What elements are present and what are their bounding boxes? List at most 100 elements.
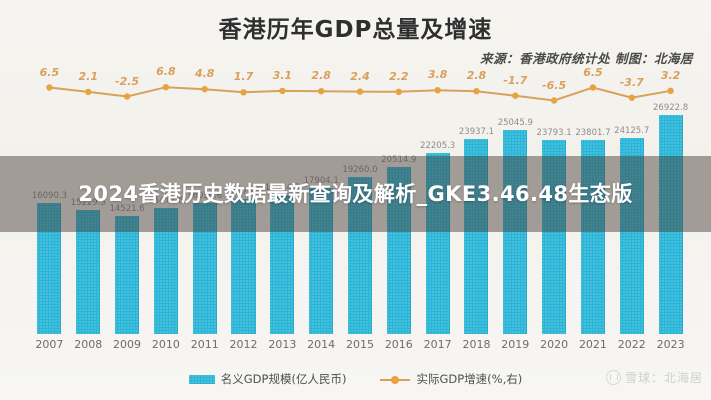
bar-value-label-2023: 26922.8 — [653, 102, 689, 113]
bar-value-label-2010: 15477.6 — [148, 195, 184, 206]
line-swatch-icon — [380, 375, 411, 384]
growth-marker-2007 — [46, 84, 53, 91]
bar-2020 — [542, 140, 567, 334]
bar-2021 — [580, 140, 605, 334]
bar-2018 — [464, 139, 489, 334]
growth-marker-2014 — [318, 88, 325, 95]
year-label-2021: 2021 — [578, 338, 607, 351]
bar-value-label-2016: 20514.9 — [381, 154, 417, 165]
year-label-2013: 2013 — [268, 338, 297, 351]
growth-value-label-2019: -1.7 — [503, 73, 528, 87]
bar-value-label-2014: 17904.1 — [303, 176, 339, 187]
legend-item-nominal-gdp: 名义GDP规模(亿人民币) — [188, 371, 347, 387]
bar-value-label-2013: 17074.5 — [264, 182, 300, 193]
snowball-icon — [605, 370, 621, 385]
bar-value-label-2021: 23801.7 — [575, 128, 611, 139]
growth-value-label-2012: 1.7 — [233, 70, 254, 84]
x-axis-year-labels: 2007 2008 2009 2010 2011 2012 2013 2014 2015 2016… — [0, 334, 711, 360]
growth-marker-2010 — [162, 84, 170, 91]
bar-2013 — [270, 194, 295, 334]
growth-marker-2021 — [589, 84, 597, 91]
year-label-2015: 2015 — [346, 338, 374, 351]
bar-value-label-2012: 16578.5 — [225, 187, 262, 197]
growth-value-label-2015: 2.4 — [350, 69, 370, 83]
growth-value-label-2016: 2.2 — [389, 69, 409, 83]
growth-marker-2017 — [434, 87, 441, 94]
bar-value-label-2007: 16090.3 — [31, 190, 67, 201]
overlay-title-text: 2024香港历史数据最新查询及解析_GKE3.46.48生态版 — [78, 181, 633, 206]
growth-marker-2008 — [85, 88, 92, 96]
growth-marker-2011 — [201, 86, 208, 93]
watermark: 雪球：北海居 — [605, 369, 703, 386]
growth-value-label-2011: 4.8 — [194, 67, 215, 81]
growth-value-label-2013: 3.1 — [272, 68, 293, 82]
chart-source-credit: 来源：香港政府统计处 制图：北海居 — [480, 51, 693, 66]
year-label-2023: 2023 — [656, 338, 685, 351]
growth-marker-2012 — [240, 89, 247, 96]
year-label-2020: 2020 — [540, 338, 569, 351]
growth-marker-2015 — [356, 88, 364, 95]
bar-2011 — [192, 203, 217, 334]
year-label-2011: 2011 — [190, 338, 219, 351]
year-label-2019: 2019 — [501, 338, 530, 351]
growth-value-label-2017: 3.8 — [427, 68, 448, 82]
bar-value-label-2009: 14521.6 — [109, 203, 145, 214]
watermark-text: 雪球：北海居 — [624, 371, 703, 385]
bar-2009 — [115, 215, 140, 334]
bar-value-label-2019: 25045.9 — [497, 118, 533, 129]
bar-value-label-2020: 23793.1 — [536, 128, 572, 139]
bar-value-label-2022: 24125.7 — [614, 125, 650, 136]
year-label-2014: 2014 — [307, 338, 336, 351]
growth-marker-2023 — [667, 87, 674, 94]
bar-value-label-2015: 19260.0 — [342, 165, 378, 176]
bar-2007 — [37, 202, 62, 334]
bar-2010 — [153, 207, 178, 334]
growth-marker-2019 — [512, 92, 519, 99]
bar-value-label-2008: 15229.5 — [70, 197, 106, 208]
growth-value-label-2008: 2.1 — [78, 69, 98, 83]
bar-2015 — [347, 177, 373, 334]
overlay-banner: 2024香港历史数据最新查询及解析_GKE3.46.48生态版 — [0, 156, 711, 232]
growth-marker-2020 — [550, 97, 558, 104]
chart-title: 香港历年GDP总量及增速 — [218, 17, 493, 43]
bar-plot-area: 16090.3 15229.5 14521.6 15477.6 16050.6 16578… — [0, 102, 711, 334]
growth-marker-2009 — [123, 93, 131, 100]
growth-value-label-2023: 3.2 — [660, 68, 681, 82]
year-label-2022: 2022 — [617, 338, 646, 351]
year-label-2007: 2007 — [35, 338, 64, 351]
growth-value-label-2009: -2.5 — [115, 74, 140, 88]
year-label-2016: 2016 — [384, 338, 413, 351]
growth-marker-2018 — [473, 88, 480, 95]
growth-rate-line-svg — [46, 84, 674, 104]
bar-2008 — [76, 210, 101, 334]
year-label-2010: 2010 — [151, 338, 180, 351]
bar-value-label-2011: 16050.6 — [187, 191, 223, 202]
bar-2012 — [231, 199, 256, 334]
bar-2016 — [386, 166, 411, 334]
growth-rate-line-band: 6.5 2.1 -2.5 6.8 4.8 1.7 3.1 2.8 2.4 2.2 3.8 2.8 -1.… — [0, 60, 711, 106]
year-label-2012: 2012 — [229, 338, 258, 351]
bar-2023 — [658, 114, 683, 334]
growth-marker-2016 — [395, 88, 402, 95]
year-label-2008: 2008 — [74, 338, 103, 351]
year-label-2009: 2009 — [113, 338, 142, 351]
growth-value-label-2007: 6.5 — [39, 65, 60, 79]
year-label-2018: 2018 — [462, 338, 491, 351]
bar-2014 — [309, 188, 334, 334]
bar-2019 — [503, 130, 528, 334]
growth-value-label-2010: 6.8 — [156, 65, 176, 79]
growth-marker-2013 — [279, 87, 286, 95]
year-label-2017: 2017 — [423, 338, 452, 351]
legend-item-real-growth: 实际GDP增速(%,右) — [380, 371, 522, 387]
growth-value-label-2020: -6.5 — [542, 78, 567, 92]
growth-value-label-2022: -3.7 — [619, 75, 644, 89]
growth-value-label-2018: 2.8 — [466, 69, 487, 83]
growth-value-label-2021: 6.5 — [583, 65, 603, 79]
legend-label-nominal-gdp: 名义GDP规模(亿人民币) — [220, 372, 347, 386]
chart-legend: 名义GDP规模(亿人民币) 实际GDP增速(%,右) — [0, 368, 711, 390]
legend-label-real-growth: 实际GDP增速(%,右) — [416, 372, 523, 386]
bar-2022 — [619, 137, 644, 334]
bar-value-label-2018: 23937.1 — [458, 127, 495, 138]
growth-value-label-2014: 2.8 — [311, 69, 331, 83]
